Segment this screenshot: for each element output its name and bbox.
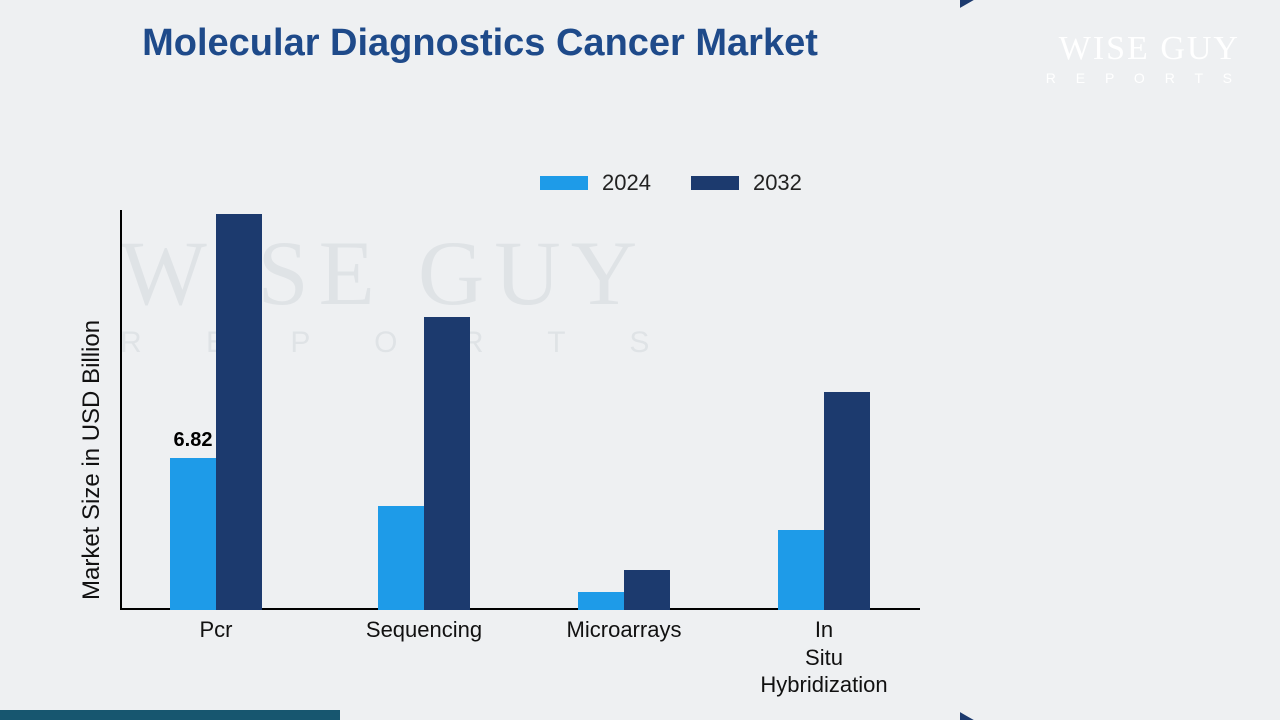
bar-2032-3 bbox=[824, 392, 870, 610]
bar-value-label: 6.82 bbox=[174, 429, 213, 452]
bar-2032-2 bbox=[624, 570, 670, 610]
bar-2032-0 bbox=[216, 214, 262, 610]
bar-2024-1 bbox=[378, 506, 424, 610]
chart-title: Molecular Diagnostics Cancer Market bbox=[0, 22, 960, 65]
brand-logo: WISE GUY R E P O R T S bbox=[1046, 30, 1240, 86]
bar-2032-1 bbox=[424, 317, 470, 610]
bottom-accent-strip bbox=[0, 710, 340, 720]
y-axis bbox=[120, 210, 122, 610]
brand-logo-sub: R E P O R T S bbox=[1046, 70, 1240, 86]
legend-label-2032: 2032 bbox=[753, 170, 802, 196]
y-axis-label: Market Size in USD Billion bbox=[78, 320, 106, 600]
legend-swatch-2024 bbox=[540, 176, 588, 190]
category-label: InSituHybridization bbox=[734, 616, 914, 699]
category-label: Pcr bbox=[126, 616, 306, 644]
legend-swatch-2032 bbox=[691, 176, 739, 190]
category-labels: Pcr Sequencing Microarrays InSituHybridizat… bbox=[120, 610, 920, 720]
legend-item-2024: 2024 bbox=[540, 170, 651, 196]
chart-plot-area: 6.82 bbox=[120, 210, 920, 610]
legend: 2024 2032 bbox=[540, 170, 802, 196]
bar-2024-3 bbox=[778, 530, 824, 610]
legend-item-2032: 2032 bbox=[691, 170, 802, 196]
category-label: Sequencing bbox=[334, 616, 514, 644]
bar-2024-0 bbox=[170, 458, 216, 610]
legend-label-2024: 2024 bbox=[602, 170, 651, 196]
category-label: Microarrays bbox=[534, 616, 714, 644]
bar-2024-2 bbox=[578, 592, 624, 610]
chart-canvas: WISE GUY R E P O R T S Molecular Diagnos… bbox=[0, 0, 1280, 720]
brand-logo-main: WISE GUY bbox=[1046, 30, 1240, 68]
